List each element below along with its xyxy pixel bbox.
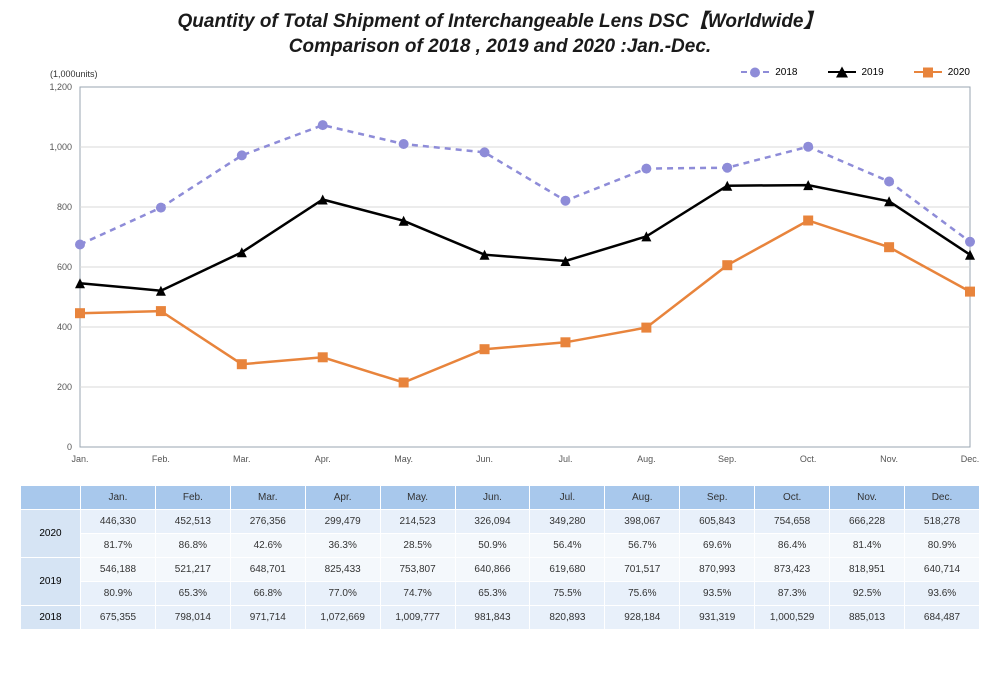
svg-text:600: 600 bbox=[57, 262, 72, 272]
svg-text:Apr.: Apr. bbox=[315, 454, 331, 464]
legend-item-2020: 2020 bbox=[914, 67, 970, 78]
svg-text:Jun.: Jun. bbox=[476, 454, 493, 464]
svg-text:Jul.: Jul. bbox=[558, 454, 572, 464]
line-chart: 0 200 400 600 800 1,000 1,200 Jan. Feb. Mar. Apr. M… bbox=[20, 67, 980, 477]
chart-container: (1,000units) 2018 2019 2020 0 200 400 600 800 1… bbox=[20, 67, 980, 477]
svg-text:0: 0 bbox=[67, 442, 72, 452]
svg-text:Aug.: Aug. bbox=[637, 454, 656, 464]
chart-title: Quantity of Total Shipment of Interchang… bbox=[10, 10, 990, 59]
svg-text:Dec.: Dec. bbox=[961, 454, 980, 464]
svg-text:Feb.: Feb. bbox=[152, 454, 170, 464]
svg-text:Nov.: Nov. bbox=[880, 454, 898, 464]
legend: 2018 2019 2020 bbox=[741, 67, 970, 78]
legend-item-2019: 2019 bbox=[828, 67, 884, 78]
data-table: Jan.Feb.Mar.Apr.May.Jun.Jul.Aug.Sep.Oct.… bbox=[20, 485, 980, 630]
svg-text:200: 200 bbox=[57, 382, 72, 392]
svg-text:Sep.: Sep. bbox=[718, 454, 737, 464]
svg-text:800: 800 bbox=[57, 202, 72, 212]
legend-item-2018: 2018 bbox=[741, 67, 797, 78]
svg-text:400: 400 bbox=[57, 322, 72, 332]
svg-text:Mar.: Mar. bbox=[233, 454, 251, 464]
svg-text:Jan.: Jan. bbox=[71, 454, 88, 464]
svg-text:1,000: 1,000 bbox=[49, 142, 72, 152]
svg-text:May.: May. bbox=[394, 454, 413, 464]
svg-text:1,200: 1,200 bbox=[49, 82, 72, 92]
y-axis-unit: (1,000units) bbox=[50, 69, 98, 79]
svg-text:Oct.: Oct. bbox=[800, 454, 817, 464]
